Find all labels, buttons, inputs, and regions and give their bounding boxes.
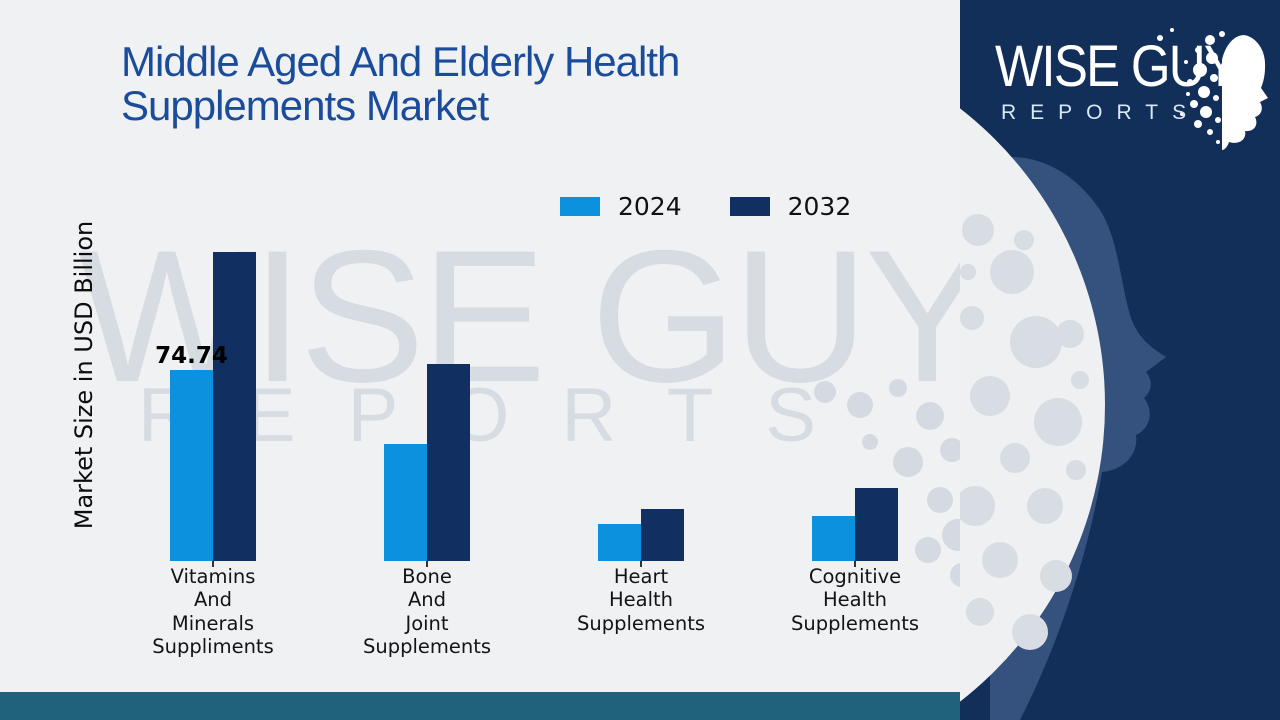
panel-blob-cluster [960, 214, 1089, 650]
x-axis-tick [426, 561, 428, 567]
bar-2032-category-3 [641, 509, 684, 561]
page-title-line-1: Middle Aged And Elderly Health [121, 38, 680, 85]
footer-accent-bar [0, 692, 962, 720]
page-title-line-2: Supplements Market [121, 81, 489, 129]
y-axis-label: Market Size in USD Billion [70, 220, 98, 530]
logo-head-icon [1157, 28, 1268, 150]
legend-item-2024: 2024 [560, 192, 682, 221]
legend-label-2024: 2024 [618, 192, 682, 221]
page-title: Middle Aged And Elderly Health Supplemen… [121, 38, 680, 129]
watermark-dots-decoration [814, 379, 974, 587]
chart-legend: 2024 2032 [560, 192, 851, 221]
category-label-1: Vitamins And Minerals Suppliments [152, 565, 274, 659]
legend-item-2032: 2032 [729, 192, 852, 221]
bar-2024-category-3 [598, 524, 641, 561]
category-label-4: Cognitive Health Supplements [790, 565, 920, 635]
legend-swatch-2024 [560, 197, 600, 216]
bar-2032-category-2 [427, 364, 470, 561]
x-axis-tick [212, 561, 214, 567]
brand-panel-graphic [960, 0, 1280, 720]
category-label-2: Bone And Joint Supplements [362, 565, 492, 659]
bar-2024-category-4 [812, 516, 855, 561]
value-label-74.74: 74.74 [155, 343, 228, 369]
category-label-3: Heart Health Supplements [576, 565, 706, 635]
brand-sub-text: REPORTS [1001, 101, 1201, 124]
x-axis-tick [640, 561, 642, 567]
legend-label-2032: 2032 [787, 192, 852, 221]
bar-2032-category-1 [213, 252, 256, 561]
bar-2024-category-1 [170, 370, 213, 561]
logo-head-dots [1157, 28, 1225, 144]
x-axis-tick [854, 561, 856, 567]
bar-2032-category-4 [855, 488, 898, 561]
bar-2024-category-2 [384, 444, 427, 561]
brand-name-text: WISE GUY [995, 34, 1238, 99]
legend-swatch-2032 [729, 197, 770, 216]
